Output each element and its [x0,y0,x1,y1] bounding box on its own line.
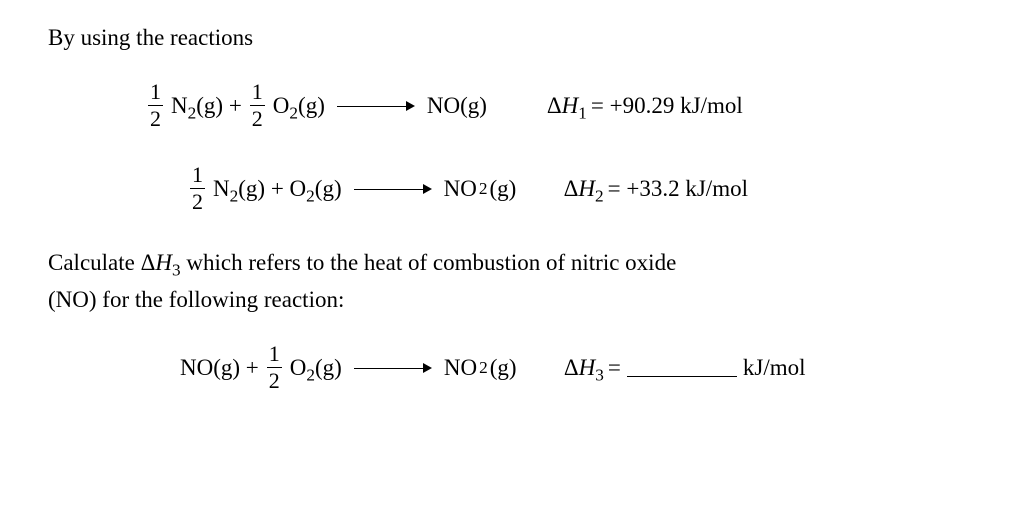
intro-text: By using the reactions [48,22,984,53]
species-n2: N2(g) + [171,90,242,121]
product-no: NO(g) [427,90,517,121]
page: By using the reactions 1 2 N2(g) + 1 2 O… [0,0,1024,392]
species-no: NO(g) + [180,352,259,383]
question-line-2: (NO) for the following reaction: [48,284,984,315]
reaction-3-lhs: NO(g) + 1 2 O2(g) [180,343,342,392]
reaction-2-lhs: 1 2 N2(g) + O2(g) [190,164,342,213]
coef-half-4: 1 2 [267,343,282,392]
delta-h1: ΔH1 = +90.29 kJ/mol [547,90,743,121]
reaction-3: NO(g) + 1 2 O2(g) NO2(g) ΔH3 = [180,343,984,392]
reaction-1-lhs: 1 2 N2(g) + 1 2 O2(g) [148,81,325,130]
answer-blank[interactable] [627,358,737,377]
reaction-arrow-icon [354,182,432,196]
species-n2-o2: N2(g) + O2(g) [213,173,342,204]
reaction-arrow-icon [337,99,415,113]
coef-half-1: 1 2 [148,81,163,130]
product-no2-b: NO2(g) [444,352,534,383]
reaction-1: 1 2 N2(g) + 1 2 O2(g) NO(g) ΔH1 [148,81,984,130]
delta-h2: ΔH2 = +33.2 kJ/mol [564,173,748,204]
reaction-arrow-icon [354,361,432,375]
product-no2: NO2(g) [444,173,534,204]
question-line-1: Calculate ΔH3 which refers to the heat o… [48,247,984,278]
species-o2: O2(g) [273,90,325,121]
species-o2-b: O2(g) [290,352,342,383]
reaction-2: 1 2 N2(g) + O2(g) NO2(g) ΔH2 = +33.2 kJ/… [148,164,984,213]
delta-h3: ΔH3 = kJ/mol [564,352,806,383]
coef-half-2: 1 2 [250,81,265,130]
coef-half-3: 1 2 [190,164,205,213]
target-reaction: NO(g) + 1 2 O2(g) NO2(g) ΔH3 = [48,343,984,392]
given-reactions: 1 2 N2(g) + 1 2 O2(g) NO(g) ΔH1 [48,81,984,213]
